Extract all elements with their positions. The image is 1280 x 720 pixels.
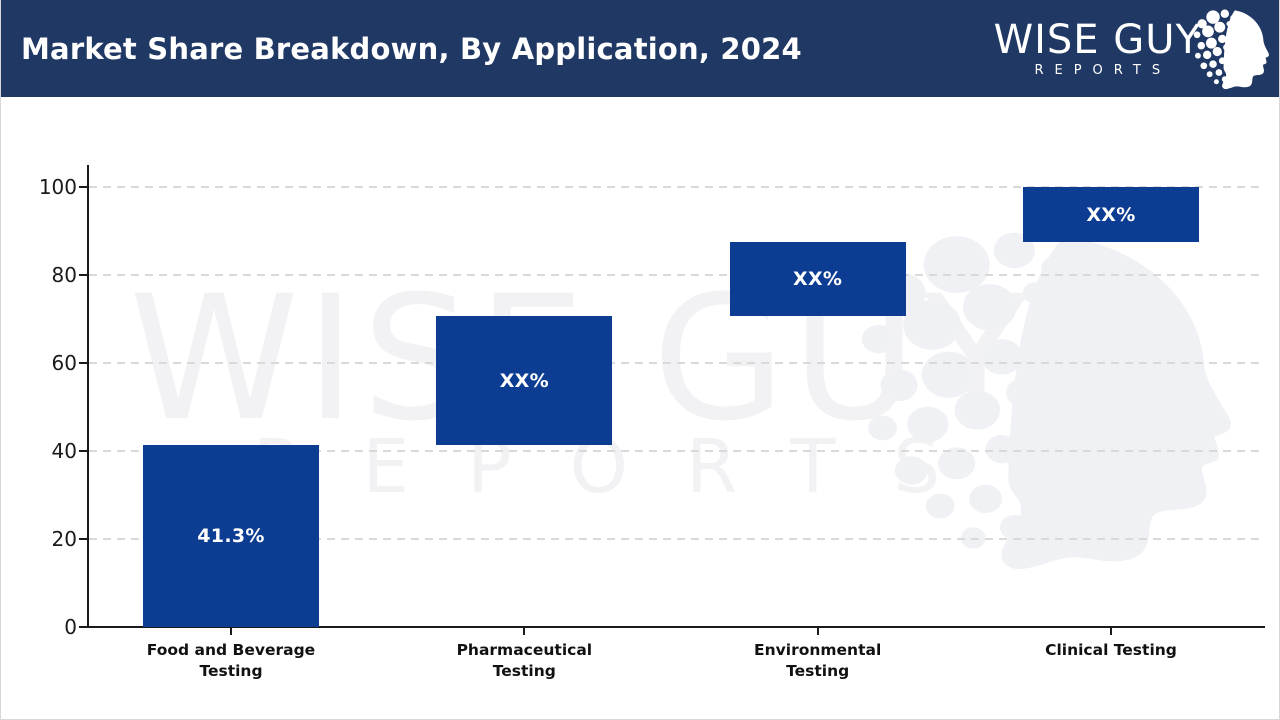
logo-text-block: WISE GUY REPORTS bbox=[994, 20, 1201, 78]
y-gridline bbox=[89, 538, 1265, 540]
y-tick-label: 40 bbox=[51, 439, 77, 463]
y-tick-mark bbox=[79, 274, 88, 276]
x-axis-spine bbox=[87, 626, 1265, 628]
y-gridline bbox=[89, 186, 1265, 188]
bar-value-label: 41.3% bbox=[197, 525, 265, 548]
logo-wordmark: WISE GUY bbox=[993, 16, 1201, 63]
y-tick-mark bbox=[79, 362, 88, 364]
y-tick-mark bbox=[79, 538, 88, 540]
y-tick-label: 80 bbox=[51, 263, 77, 287]
bar-segment: 41.3% bbox=[143, 445, 319, 627]
y-gridline bbox=[89, 362, 1265, 364]
x-tick-mark bbox=[1109, 628, 1112, 635]
bar-segment: XX% bbox=[729, 242, 906, 317]
bar-value-label: XX% bbox=[793, 268, 843, 291]
bar-segment: XX% bbox=[436, 316, 613, 446]
y-tick-label: 60 bbox=[51, 351, 77, 375]
x-tick-mark bbox=[523, 628, 526, 635]
y-gridline bbox=[89, 274, 1265, 276]
x-category-label: Food and Beverage Testing bbox=[146, 641, 316, 680]
y-tick-label: 0 bbox=[64, 615, 77, 639]
y-gridline bbox=[89, 450, 1265, 452]
bar-segment: XX% bbox=[1022, 187, 1199, 242]
y-tick-mark bbox=[79, 186, 88, 188]
x-category-label: Pharmaceutical Testing bbox=[456, 641, 593, 680]
wise-guy-logo: WISE GUY REPORTS bbox=[994, 7, 1271, 91]
y-tick-mark bbox=[79, 450, 88, 452]
y-axis-spine bbox=[87, 165, 89, 628]
x-category-label: Environmental Testing bbox=[754, 641, 882, 680]
x-tick-mark bbox=[816, 628, 819, 635]
logo-subtext: REPORTS bbox=[1034, 62, 1172, 78]
x-category-label: Clinical Testing bbox=[1045, 641, 1177, 659]
y-tick-label: 20 bbox=[51, 527, 77, 551]
header-band: Market Share Breakdown, By Application, … bbox=[1, 0, 1279, 97]
y-tick-mark bbox=[79, 626, 88, 628]
page-title: Market Share Breakdown, By Application, … bbox=[21, 31, 802, 66]
dotted-head-logo-icon bbox=[1193, 9, 1269, 89]
y-tick-label: 100 bbox=[38, 175, 77, 199]
bar-value-label: XX% bbox=[1086, 203, 1136, 226]
bar-value-label: XX% bbox=[499, 369, 549, 392]
x-tick-mark bbox=[230, 628, 232, 635]
